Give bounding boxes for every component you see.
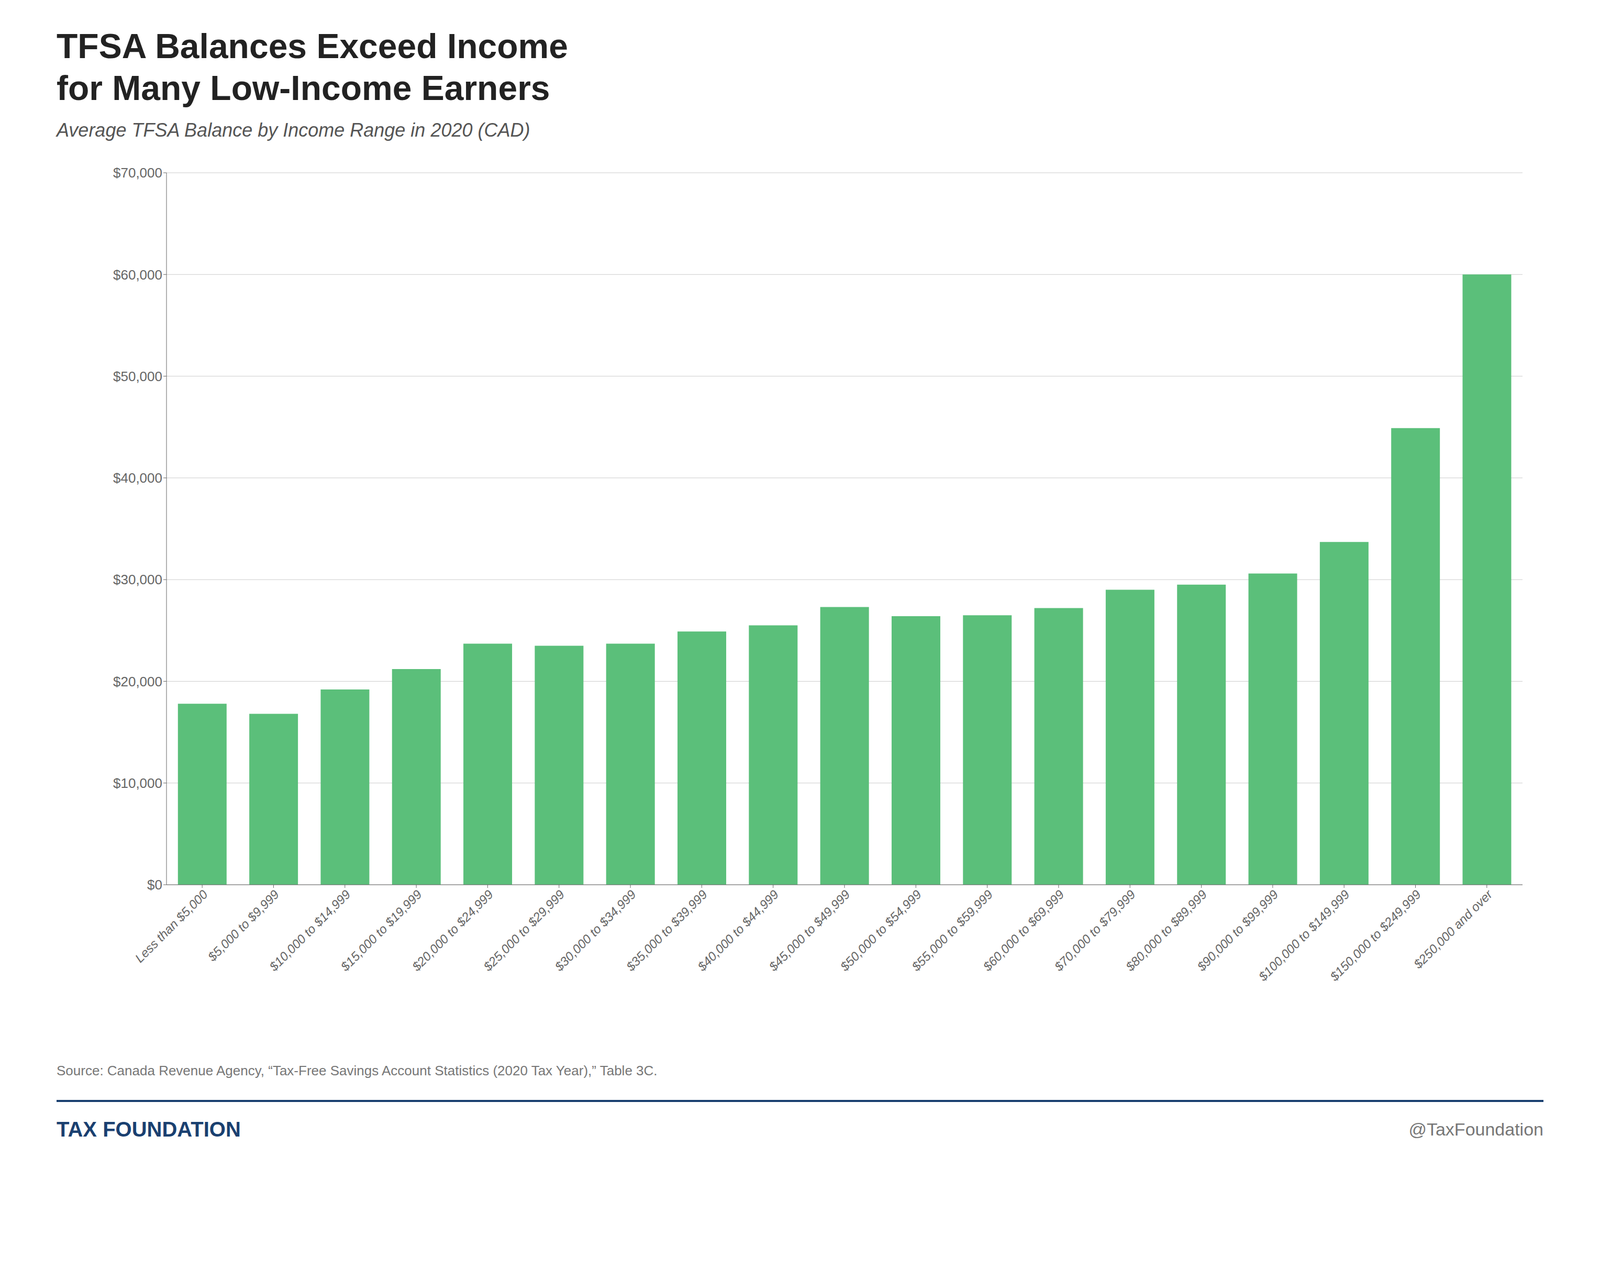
html-text:for Many Low-Income Earners: for Many Low-Income Earners bbox=[56, 68, 550, 108]
svg-text:$60,000 to $69,999: $60,000 to $69,999 bbox=[980, 887, 1067, 974]
svg-text:$15,000 to $19,999: $15,000 to $19,999 bbox=[337, 887, 425, 974]
svg-text:$45,000 to $49,999: $45,000 to $49,999 bbox=[766, 887, 853, 974]
svg-text:$30,000 to $34,999: $30,000 to $34,999 bbox=[551, 887, 639, 974]
svg-text:$20,000: $20,000 bbox=[113, 673, 163, 690]
svg-text:$35,000 to $39,999: $35,000 to $39,999 bbox=[623, 887, 710, 974]
svg-text:Less than $5,000: Less than $5,000 bbox=[131, 886, 211, 966]
svg-text:$20,000 to $24,999: $20,000 to $24,999 bbox=[409, 887, 496, 974]
svg-text:$60,000: $60,000 bbox=[113, 267, 163, 283]
svg-text:$0: $0 bbox=[147, 876, 163, 893]
svg-text:$25,000 to $29,999: $25,000 to $29,999 bbox=[480, 887, 568, 974]
svg-text:$50,000 to $54,999: $50,000 to $54,999 bbox=[837, 887, 925, 974]
svg-text:$10,000 to $14,999: $10,000 to $14,999 bbox=[266, 887, 354, 974]
html-text:TFSA Balances Exceed Income: TFSA Balances Exceed Income bbox=[56, 26, 569, 66]
html-text:@TaxFoundation: @TaxFoundation bbox=[1408, 1119, 1544, 1140]
html-text:Source: Canada Revenue Agency,: Source: Canada Revenue Agency, “Tax-Free… bbox=[56, 1062, 658, 1079]
svg-text:$40,000 to $44,999: $40,000 to $44,999 bbox=[694, 887, 782, 974]
svg-text:$40,000: $40,000 bbox=[113, 470, 163, 486]
svg-text:$90,000 to $99,999: $90,000 to $99,999 bbox=[1194, 887, 1281, 974]
svg-text:$30,000: $30,000 bbox=[113, 571, 163, 588]
svg-text:$55,000 to $59,999: $55,000 to $59,999 bbox=[908, 887, 996, 974]
svg-text:$5,000 to $9,999: $5,000 to $9,999 bbox=[204, 886, 282, 964]
svg-text:$70,000 to $79,999: $70,000 to $79,999 bbox=[1051, 887, 1139, 974]
svg-text:$50,000: $50,000 bbox=[113, 368, 163, 385]
svg-text:$250,000 and over: $250,000 and over bbox=[1410, 886, 1496, 972]
html-text:TAX FOUNDATION: TAX FOUNDATION bbox=[56, 1117, 241, 1141]
svg-text:$10,000: $10,000 bbox=[113, 775, 163, 792]
svg-text:$150,000 to $249,999: $150,000 to $249,999 bbox=[1326, 886, 1424, 984]
svg-text:$70,000: $70,000 bbox=[113, 164, 163, 181]
svg-text:$100,000 to $149,999: $100,000 to $149,999 bbox=[1255, 887, 1353, 984]
svg-text:$80,000 to $89,999: $80,000 to $89,999 bbox=[1122, 887, 1210, 974]
html-text:Average TFSA Balance by Income: Average TFSA Balance by Income Range in … bbox=[56, 119, 531, 141]
